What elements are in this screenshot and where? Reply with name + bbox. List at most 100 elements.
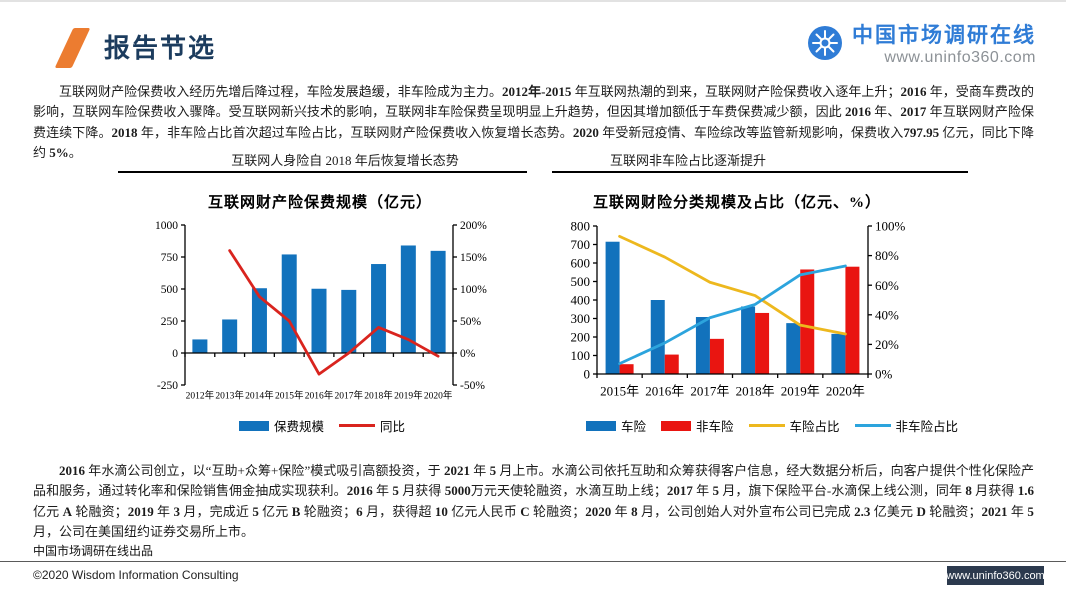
text-run-bold: 8 [965, 483, 972, 499]
text-run-bold: 1.6 [1017, 483, 1034, 499]
text-run: 年互联网财产险保费连续下降。 [33, 104, 1034, 140]
brand-website: www.uninfo360.com [884, 49, 1036, 66]
text-run: 年、 [870, 104, 901, 120]
svg-text:600: 600 [571, 256, 591, 271]
text-run-bold: A [62, 503, 72, 519]
svg-text:700: 700 [571, 237, 591, 252]
text-run-bold: 2019 [127, 503, 154, 519]
legend-label: 车险占比 [789, 420, 840, 434]
text-run-bold: C [520, 503, 530, 519]
text-run: 互联网财产险保费收入经历先增后降过程，车险发展趋缓，非车险成为主力。 [59, 84, 503, 99]
legend-line-swatch [854, 424, 891, 427]
legend-item: 保费规模 [238, 416, 324, 435]
svg-text:100%: 100% [460, 284, 487, 296]
svg-text:40%: 40% [875, 307, 899, 322]
svg-text:750: 750 [161, 252, 179, 264]
svg-text:0: 0 [172, 348, 178, 360]
text-run: 年水滴公司创立，以“互助+众筹+保险”模式吸引高额投资，于 [85, 463, 444, 478]
text-run-bold: 2.3 [854, 503, 871, 519]
body-paragraph: 2016 年水滴公司创立，以“互助+众筹+保险”模式吸引高额投资，于 2021 … [33, 461, 1034, 543]
left-chart-legend: 保费规模 同比 [70, 416, 574, 435]
legend-bar-swatch [585, 420, 616, 431]
legend-line-swatch [339, 424, 375, 427]
text-run: 轮融资； [529, 503, 586, 519]
svg-text:2017年: 2017年 [690, 384, 729, 399]
text-run: 年 [611, 503, 632, 519]
text-run: 年互联网热潮的到来，互联网财产险保费收入逐年上升； [571, 84, 901, 99]
text-run: 年 [692, 483, 713, 499]
copyright-label: ©2020 Wisdom Information Consulting [33, 568, 239, 582]
svg-text:60%: 60% [875, 278, 899, 293]
brand-text-block: 中国市场调研在线 www.uninfo360.com [852, 24, 1036, 67]
text-run: 月，获得超 [362, 503, 435, 519]
legend-line-swatch [748, 424, 785, 427]
svg-text:2014年: 2014年 [245, 389, 274, 401]
svg-text:2016年: 2016年 [305, 389, 334, 401]
text-run-bold: 2021 [443, 463, 470, 478]
svg-text:200%: 200% [460, 220, 487, 232]
right-section-caption: 互联网非车险占比逐渐提升 [538, 150, 838, 169]
text-run: 月，旗下保险平台-水滴保上线公测，同年 [719, 483, 966, 499]
text-run: 亿元人民币 [447, 503, 521, 519]
right-chart-title: 互联网财险分类规模及占比（亿元、%） [592, 195, 881, 211]
intro-paragraph: 互联网财产险保费收入经历先增后降过程，车险发展趋缓，非车险成为主力。2012年-… [33, 82, 1034, 164]
svg-text:1000: 1000 [155, 220, 178, 232]
svg-text:2020年: 2020年 [826, 384, 865, 399]
svg-text:2017年: 2017年 [335, 389, 364, 401]
svg-text:2020年: 2020年 [424, 389, 453, 401]
text-run: 年 [469, 463, 490, 478]
text-run: 。 [68, 145, 82, 161]
right-caption-underline [552, 171, 968, 173]
text-run-bold: 5% [49, 145, 69, 161]
svg-text:250: 250 [161, 316, 179, 328]
svg-text:150%: 150% [460, 252, 487, 264]
text-run-bold: B [291, 503, 301, 519]
svg-text:2019年: 2019年 [781, 384, 820, 399]
text-run-bold: 6 [356, 503, 363, 519]
text-run: 亿元 [258, 503, 292, 519]
legend-item: 非车险占比 [854, 416, 958, 435]
text-run: 亿元，同比下降约 [33, 124, 1034, 161]
text-run-bold: 5 [712, 483, 720, 499]
svg-text:800: 800 [571, 219, 591, 234]
text-run: 年受新冠疫情、车险综改等监管新规影响，保费收入 [598, 124, 904, 140]
svg-text:0%: 0% [460, 348, 476, 360]
text-run-bold: 2020 [585, 503, 612, 519]
svg-text:-250: -250 [157, 380, 178, 392]
slash-accent-icon [54, 28, 91, 68]
text-run-bold: 2017 [666, 483, 693, 499]
legend-label: 车险 [620, 420, 646, 434]
svg-text:2018年: 2018年 [364, 389, 393, 401]
brand-name: 中国市场调研在线 [852, 24, 1036, 47]
text-run-bold: 2016 [844, 104, 871, 120]
footer-divider [0, 561, 1066, 562]
text-run-bold: 2016 [346, 483, 373, 499]
text-run-bold: 797.95 [903, 124, 940, 140]
text-run-bold: 3 [173, 503, 181, 519]
svg-text:2013年: 2013年 [215, 389, 244, 401]
legend-label: 同比 [380, 420, 406, 434]
text-run: 年 [1007, 503, 1028, 519]
text-run-bold: 2016 [900, 84, 927, 99]
svg-text:2019年: 2019年 [394, 389, 423, 401]
page-title: 报告节选 [104, 33, 217, 63]
svg-text:80%: 80% [875, 248, 899, 263]
slide-top-border [0, 0, 1066, 2]
brand-logo: 中国市场调研在线 www.uninfo360.com [806, 24, 1036, 67]
svg-text:2015年: 2015年 [600, 384, 639, 399]
legend-item: 车险占比 [748, 416, 840, 435]
text-run-bold: 5 [489, 463, 497, 478]
premium-scale-combo-chart: 1000 750 500 250 0 -250 200% 150% 100% 50% 0% -50% 2… [155, 220, 487, 401]
text-run: 轮融资； [925, 503, 982, 519]
snowflake-compass-icon [808, 26, 842, 60]
svg-text:500: 500 [571, 274, 591, 289]
text-run: 月获得 [971, 483, 1018, 499]
svg-text:0: 0 [584, 367, 591, 382]
text-run: 轮融资； [71, 503, 128, 519]
left-chart-title: 互联网财产险保费规模（亿元） [207, 195, 432, 211]
svg-text:2012年: 2012年 [186, 389, 215, 401]
text-run-bold: 5 [392, 483, 399, 499]
text-run-bold: D [916, 503, 926, 519]
svg-text:300: 300 [571, 311, 591, 326]
text-run: 年，非车险占比首次超过车险占比，互联网财产险保费收入恢复增长态势。 [137, 124, 573, 140]
